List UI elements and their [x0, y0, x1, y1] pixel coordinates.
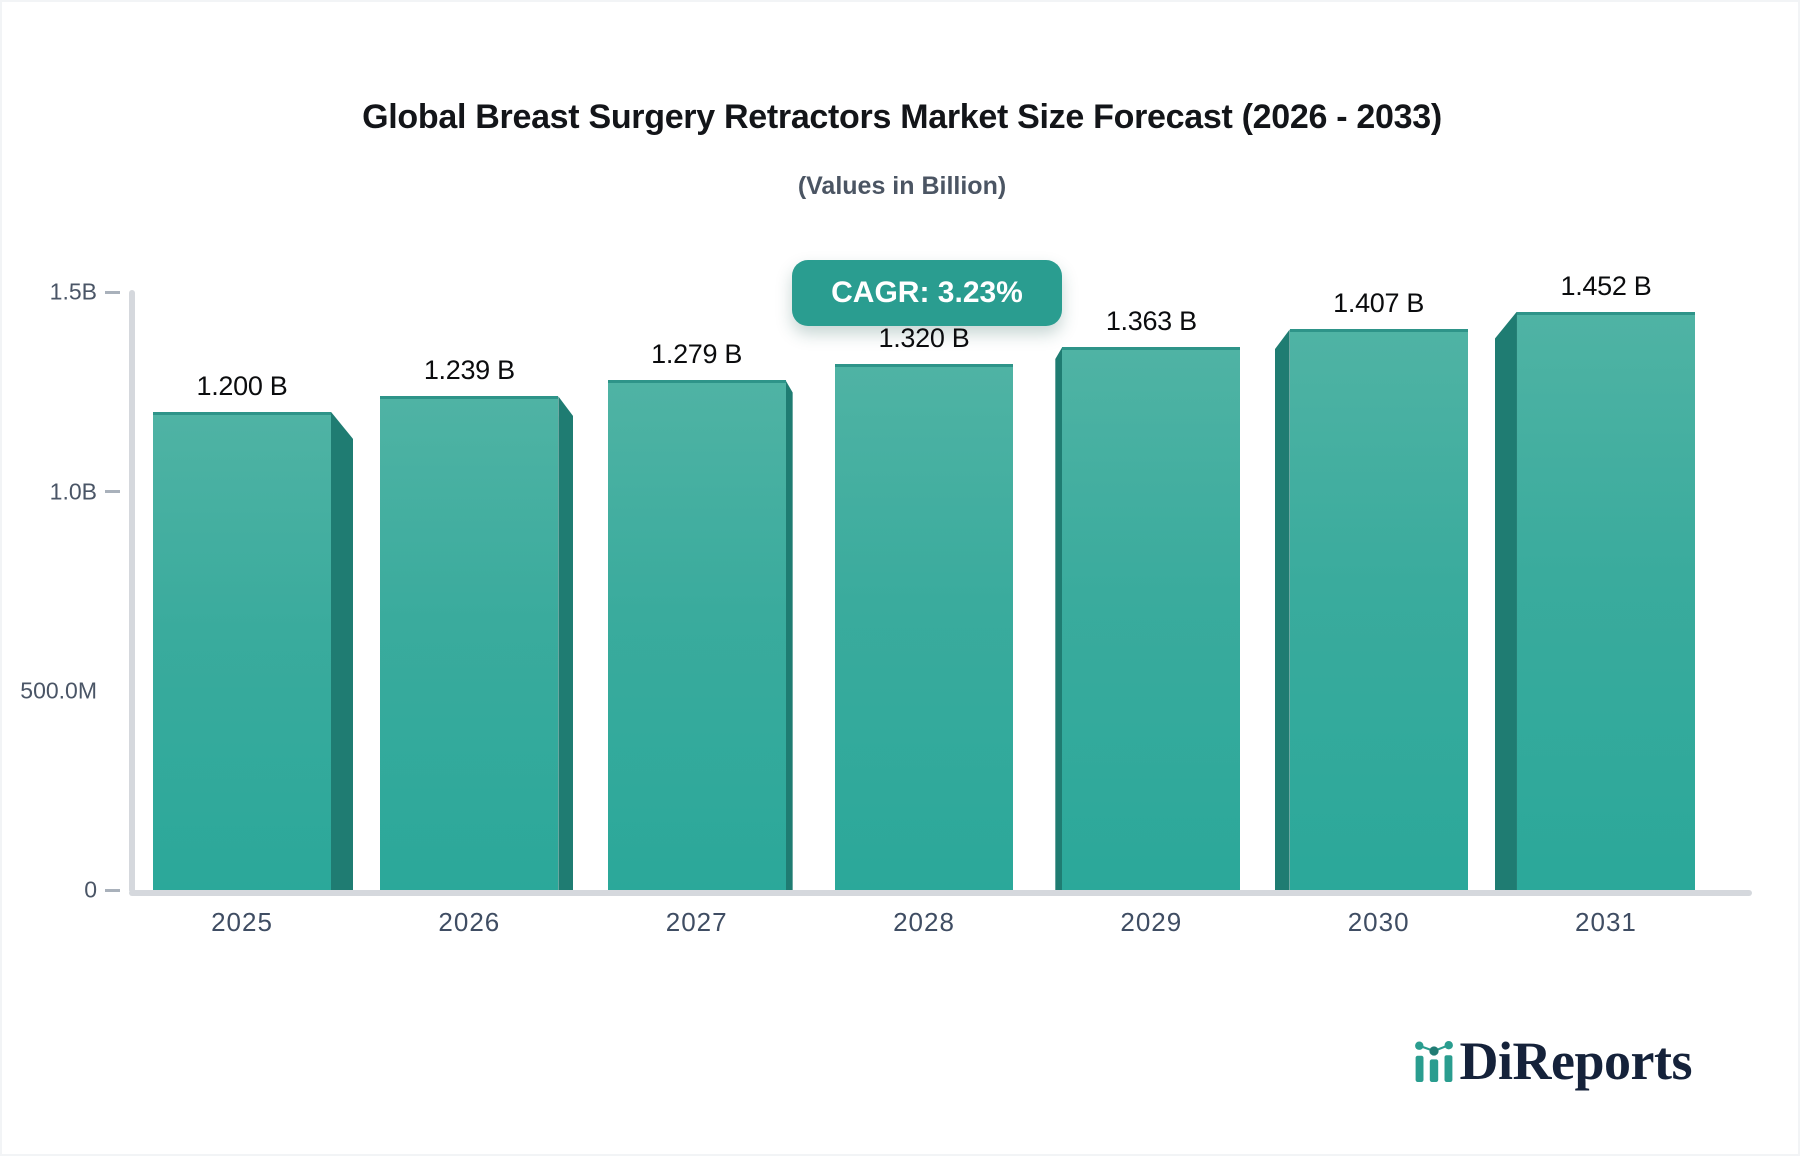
y-axis-line: [129, 290, 135, 893]
bar-2026: [380, 396, 559, 890]
bar-side-face: [785, 380, 793, 890]
x-axis-label: 2028: [893, 907, 955, 937]
y-tick-label: 500.0M: [20, 677, 97, 704]
bar-value-label: 1.279 B: [651, 339, 743, 370]
logo-text: DiReports: [1459, 1031, 1693, 1091]
bar-value-label: 1.239 B: [423, 355, 515, 386]
bar-side-face: [558, 396, 574, 890]
bar-2031: [1516, 311, 1695, 890]
bar-value-label: 1.200 B: [196, 370, 288, 401]
bar-value-label: 1.407 B: [1333, 288, 1425, 319]
y-tick-mark: [105, 290, 120, 294]
x-axis-label: 2025: [211, 907, 273, 937]
bar-2030: [1289, 329, 1468, 890]
bar-chart-logo-icon: [1414, 1040, 1453, 1082]
y-tick-mark: [105, 888, 120, 892]
bar-2027: [607, 380, 786, 890]
bar-side-face: [1494, 311, 1517, 890]
y-tick-label: 0: [84, 876, 97, 903]
cagr-badge-label: CAGR: 3.23%: [831, 276, 1023, 309]
cagr-badge: CAGR: 3.23%: [792, 260, 1062, 326]
bar-value-label: 1.363 B: [1105, 305, 1197, 336]
x-axis-label: 2027: [665, 907, 728, 937]
y-tick-label: 1.0B: [49, 478, 97, 505]
bar-side-face: [331, 411, 353, 890]
bar-2029: [1062, 346, 1241, 890]
page-subtitle: (Values in Billion): [797, 172, 1007, 200]
x-axis-label: 2031: [1575, 907, 1637, 937]
x-axis-label: 2030: [1347, 907, 1410, 937]
bar-side-face: [1274, 329, 1290, 890]
y-tick-mark: [105, 490, 120, 494]
page-title: Global Breast Surgery Retractors Market …: [362, 98, 1442, 136]
logo: DiReports: [1414, 1030, 1693, 1092]
bar-value-label: 1.452 B: [1560, 270, 1652, 301]
bar-2028: [834, 364, 1013, 890]
x-axis-line: [129, 890, 1752, 896]
y-tick-label: 1.5B: [49, 278, 97, 305]
x-axis-label: 2026: [438, 907, 501, 937]
bar-value-label: 1.320 B: [878, 323, 970, 354]
bar-2025: [153, 411, 331, 890]
bar-side-face: [1055, 346, 1063, 890]
x-axis-label: 2029: [1120, 907, 1183, 937]
